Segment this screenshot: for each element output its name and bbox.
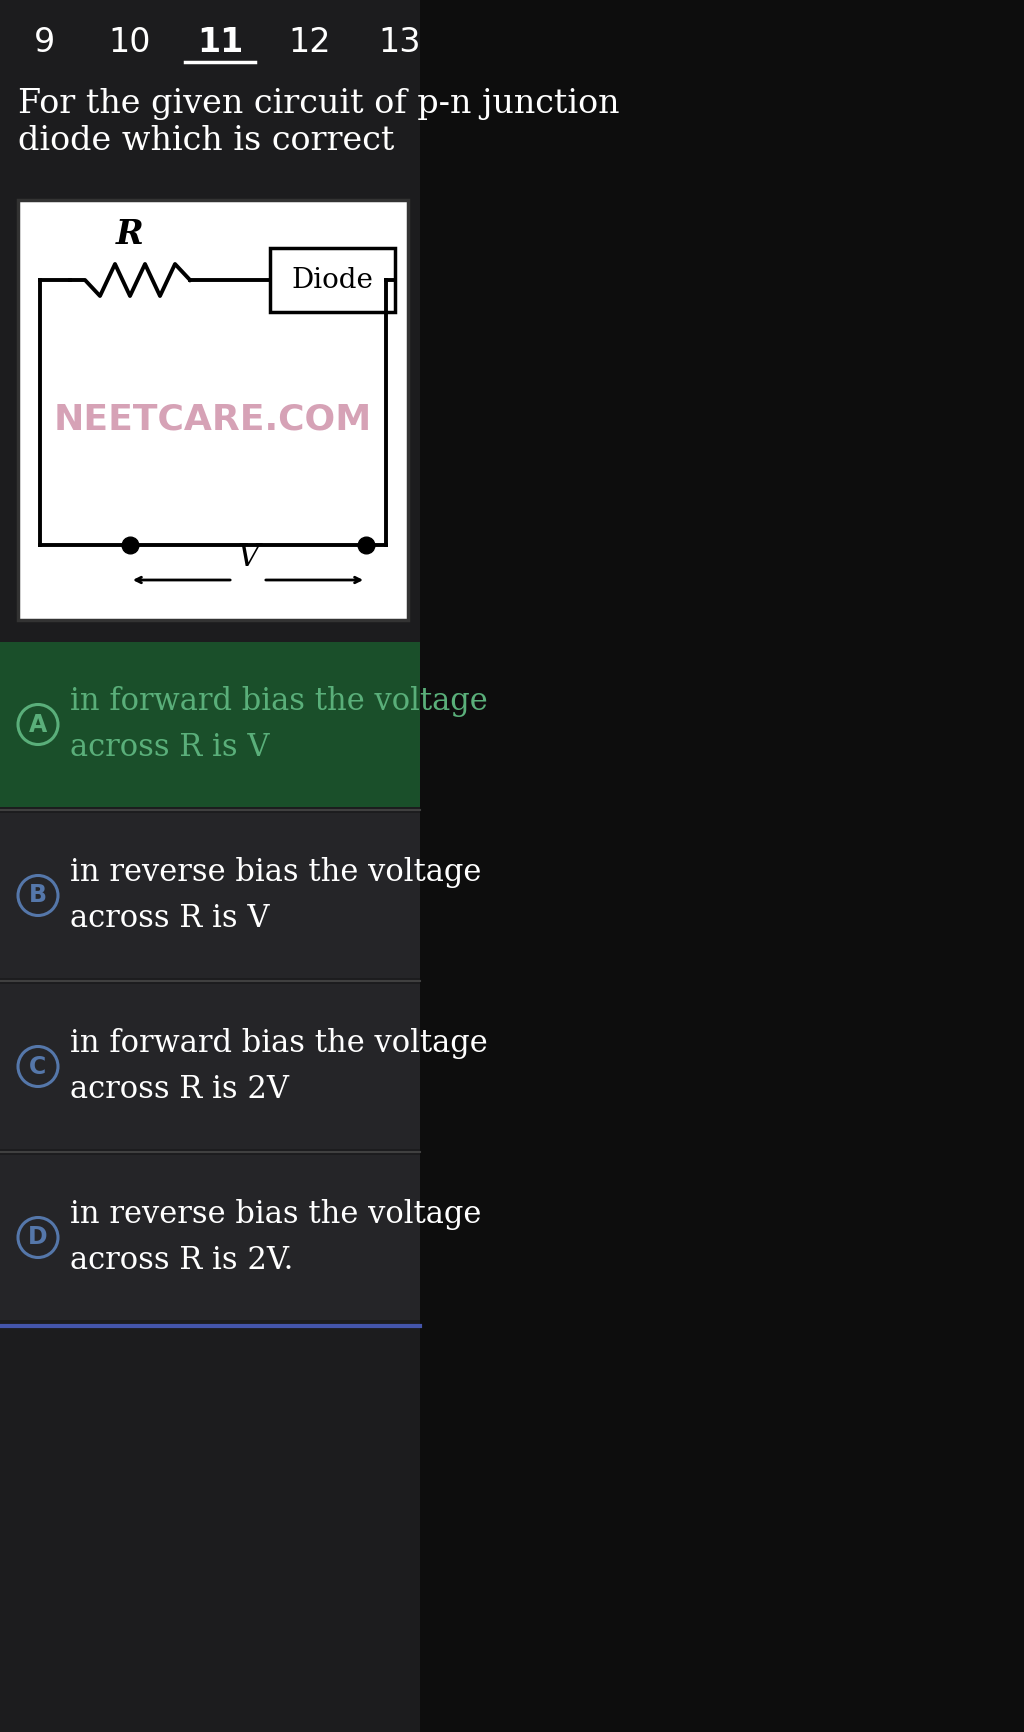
Text: in forward bias the voltage: in forward bias the voltage: [70, 1029, 487, 1058]
Text: For the given circuit of p-n junction
diode which is correct: For the given circuit of p-n junction di…: [18, 88, 620, 158]
Text: D: D: [29, 1226, 48, 1249]
Text: R: R: [116, 218, 144, 251]
Text: in forward bias the voltage: in forward bias the voltage: [70, 686, 487, 717]
Text: 13: 13: [379, 26, 421, 59]
Text: NEETCARE.COM: NEETCARE.COM: [54, 404, 372, 436]
Bar: [18, 199, 408, 620]
Bar: [0, 643, 420, 807]
Bar: [270, 248, 395, 312]
Text: V: V: [237, 542, 259, 573]
Text: in reverse bias the voltage: in reverse bias the voltage: [70, 1199, 481, 1230]
Text: 10: 10: [109, 26, 152, 59]
Text: B: B: [29, 883, 47, 908]
Bar: [0, 812, 420, 979]
Bar: [0, 984, 420, 1148]
Bar: [420, 0, 1024, 1732]
Text: Diode: Diode: [292, 267, 374, 293]
Text: in reverse bias the voltage: in reverse bias the voltage: [70, 857, 481, 889]
Text: 11: 11: [197, 26, 243, 59]
Text: across R is 2V.: across R is 2V.: [70, 1245, 293, 1276]
Text: 9: 9: [35, 26, 55, 59]
Bar: [0, 1155, 420, 1320]
Text: across R is 2V: across R is 2V: [70, 1074, 289, 1105]
Text: across R is V: across R is V: [70, 733, 269, 764]
Text: C: C: [30, 1055, 47, 1079]
Text: 12: 12: [289, 26, 332, 59]
Text: A: A: [29, 712, 47, 736]
Text: across R is V: across R is V: [70, 902, 269, 934]
